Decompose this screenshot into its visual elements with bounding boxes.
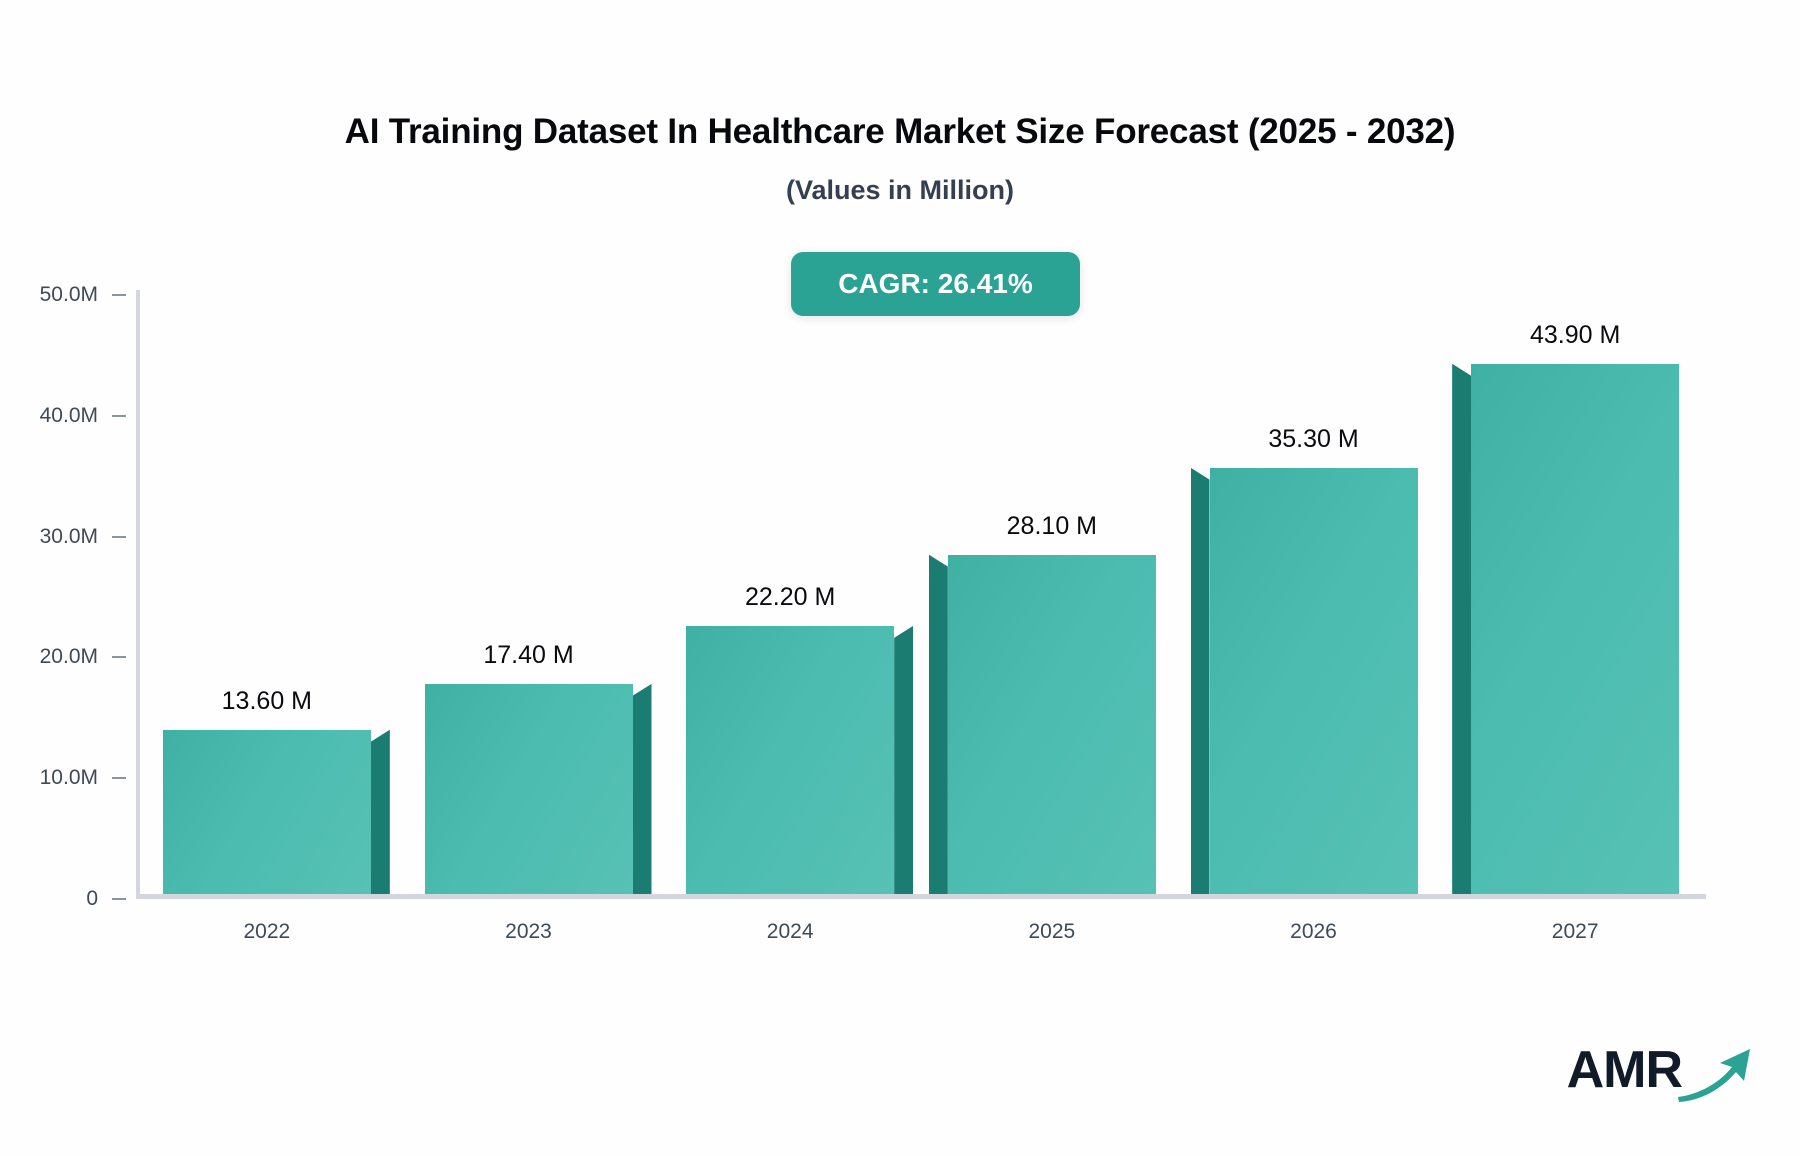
- bar-value-label: 28.10 M: [1006, 511, 1097, 540]
- amr-logo-text: AMR: [1566, 1040, 1683, 1099]
- bar: [162, 729, 371, 894]
- growth-arrow-icon: [1676, 1045, 1754, 1108]
- bar-value-label: 43.90 M: [1529, 320, 1621, 349]
- y-axis-tick: 20.0M: [40, 645, 136, 669]
- bar-3d-side: [632, 683, 652, 894]
- y-axis-tick: 40.0M: [40, 404, 136, 428]
- x-axis-category-label: 2026: [1290, 920, 1337, 943]
- y-axis-tick-label: 40.0M: [39, 403, 98, 427]
- bar-group: 22.20 M 2024: [686, 583, 914, 943]
- x-axis-category-label: 2023: [505, 920, 552, 943]
- cagr-badge-label: CAGR: 26.41%: [838, 268, 1033, 299]
- page-title: AI Training Dataset In Healthcare Market…: [344, 112, 1456, 151]
- x-axis-category-label: 2025: [1028, 920, 1076, 943]
- y-axis-tick-label: 0: [86, 887, 98, 910]
- bar-series: 13.60 M 2022 17.40 M 2023 22.20 M 2024 28.10 M…: [136, 290, 1706, 943]
- x-axis-category-label: 2024: [766, 920, 814, 943]
- y-axis-tick: 30.0M: [40, 525, 136, 549]
- bar-value-label: 13.60 M: [221, 686, 312, 715]
- bar: [424, 683, 633, 894]
- x-axis-category-label: 2022: [243, 920, 291, 943]
- cagr-badge: CAGR: 26.41%: [791, 252, 1080, 316]
- x-axis-category-label: 2027: [1551, 920, 1599, 943]
- y-axis-tick-label: 20.0M: [39, 645, 98, 669]
- page-subtitle: (Values in Million): [785, 175, 1015, 205]
- y-axis-tick: 0: [86, 887, 136, 911]
- bar-group: 28.10 M 2025: [928, 512, 1156, 943]
- y-axis-tick-mark: [112, 414, 126, 417]
- y-axis-line: [136, 290, 140, 899]
- y-axis-tick-label: 50.0M: [39, 283, 98, 306]
- y-axis-tick: 10.0M: [40, 766, 136, 790]
- bar-3d-side: [1452, 363, 1472, 894]
- bar: [1471, 363, 1680, 894]
- y-axis-tick-mark: [112, 294, 126, 296]
- y-axis-tick-mark: [112, 777, 126, 780]
- bar-3d-side: [928, 554, 948, 894]
- bar-group: 13.60 M 2022: [162, 687, 390, 943]
- y-axis-tick: 50.0M: [40, 283, 136, 307]
- y-axis-tick-label: 30.0M: [39, 524, 98, 548]
- plot-area: 0 10.0M 20.0M 30.0M 40.0M 50.0M 13.60 M 2022 17…: [40, 283, 1706, 943]
- bar-value-label: 17.40 M: [483, 640, 574, 669]
- bar-group: 17.40 M 2023: [424, 641, 652, 943]
- bar-3d-side: [894, 625, 914, 894]
- bar-group: 43.90 M 2027: [1452, 321, 1680, 943]
- y-axis-tick-label: 10.0M: [39, 766, 98, 790]
- bar-group: 35.30 M 2026: [1190, 425, 1418, 943]
- bar-value-label: 22.20 M: [744, 582, 836, 611]
- bar: [947, 554, 1156, 894]
- bar: [686, 625, 895, 894]
- bar-3d-side: [1190, 467, 1210, 894]
- x-axis-line: [136, 894, 1706, 899]
- bar-3d-side: [370, 729, 390, 894]
- y-axis-tick-mark: [112, 898, 126, 900]
- y-axis-tick-mark: [112, 535, 126, 538]
- amr-logo: AMR: [1567, 1031, 1754, 1108]
- bar-value-label: 35.30 M: [1268, 424, 1359, 453]
- y-axis-tick-mark: [112, 656, 126, 659]
- bar: [1209, 467, 1418, 894]
